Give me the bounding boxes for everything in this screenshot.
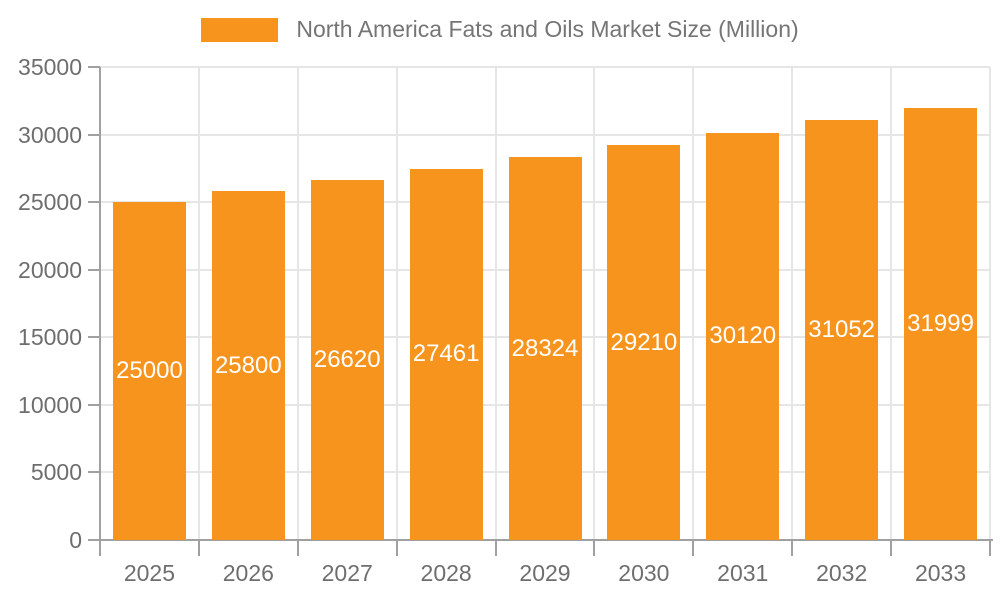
x-axis-tick bbox=[989, 540, 991, 556]
bar-value-label: 28324 bbox=[511, 334, 579, 362]
x-axis-tick bbox=[593, 540, 596, 556]
bar[interactable] bbox=[706, 132, 780, 540]
y-axis-tick bbox=[88, 336, 100, 339]
legend-label: North America Fats and Oils Market Size … bbox=[296, 16, 799, 42]
bar[interactable] bbox=[508, 157, 582, 540]
x-axis-tick-label: 2027 bbox=[321, 560, 373, 586]
x-axis-tick bbox=[395, 540, 398, 556]
x-axis-tick bbox=[494, 540, 497, 556]
y-axis-tick bbox=[88, 403, 100, 406]
y-axis-tick-label: 10000 bbox=[18, 391, 82, 418]
bar-value-label: 30120 bbox=[709, 322, 777, 350]
bar-value-label: 26620 bbox=[313, 346, 381, 374]
y-axis-tick-label: 30000 bbox=[18, 121, 82, 148]
x-axis-tick-label: 2031 bbox=[717, 560, 769, 586]
chart-legend: North America Fats and Oils Market Size … bbox=[0, 16, 1000, 43]
bar[interactable] bbox=[805, 120, 879, 540]
grid-line-vertical bbox=[989, 67, 991, 540]
x-axis-tick-label: 2026 bbox=[222, 560, 274, 586]
bar-value-label: 31052 bbox=[808, 316, 876, 344]
x-axis-tick bbox=[692, 540, 695, 556]
bar-value-label: 31999 bbox=[907, 309, 974, 337]
bar[interactable] bbox=[211, 191, 285, 540]
bar[interactable] bbox=[310, 180, 384, 540]
y-axis-tick bbox=[88, 201, 100, 204]
x-axis-tick bbox=[197, 540, 200, 556]
x-axis-tick-label: 2032 bbox=[816, 560, 868, 586]
y-axis-tick bbox=[88, 268, 100, 271]
x-axis-tick-label: 2028 bbox=[420, 560, 472, 586]
grid-line-vertical bbox=[494, 67, 497, 540]
bar-value-label: 25000 bbox=[116, 357, 183, 385]
bar-value-label: 25800 bbox=[214, 351, 282, 379]
grid-line-vertical bbox=[593, 67, 596, 540]
bar[interactable] bbox=[112, 202, 186, 540]
x-axis-tick bbox=[296, 540, 299, 556]
grid-line-horizontal bbox=[100, 66, 990, 68]
y-axis-tick bbox=[88, 539, 100, 541]
y-axis-tick bbox=[88, 133, 100, 136]
bar[interactable] bbox=[607, 145, 681, 540]
grid-line-vertical bbox=[296, 67, 299, 540]
x-axis-tick bbox=[890, 540, 893, 556]
grid-line-horizontal bbox=[100, 133, 990, 136]
legend-marker bbox=[201, 17, 279, 42]
bar[interactable] bbox=[409, 168, 483, 540]
grid-line-vertical bbox=[791, 67, 794, 540]
y-axis-tick-label: 25000 bbox=[18, 189, 82, 216]
grid-line-vertical bbox=[692, 67, 695, 540]
y-axis-tick-label: 20000 bbox=[18, 256, 82, 283]
x-axis-tick-label: 2030 bbox=[618, 560, 670, 586]
grid-line-vertical bbox=[890, 67, 893, 540]
bar-value-label: 27461 bbox=[412, 340, 480, 368]
x-axis-tick-label: 2029 bbox=[519, 560, 571, 586]
grid-line-vertical bbox=[395, 67, 398, 540]
y-axis-tick-label: 0 bbox=[69, 527, 82, 553]
x-axis-tick-label: 2025 bbox=[123, 560, 176, 586]
y-axis-tick bbox=[88, 66, 100, 68]
bar-value-label: 29210 bbox=[610, 328, 678, 356]
bar[interactable] bbox=[904, 107, 978, 540]
y-axis-tick-label: 5000 bbox=[30, 459, 82, 486]
y-axis-line bbox=[99, 67, 101, 556]
y-axis-tick-label: 15000 bbox=[18, 324, 82, 351]
x-axis-line bbox=[100, 539, 993, 541]
x-axis-tick bbox=[791, 540, 794, 556]
y-axis-tick-label: 35000 bbox=[18, 54, 82, 80]
y-axis-tick bbox=[88, 471, 100, 474]
grid-line-vertical bbox=[197, 67, 200, 540]
x-axis-tick-label: 2033 bbox=[914, 560, 967, 586]
